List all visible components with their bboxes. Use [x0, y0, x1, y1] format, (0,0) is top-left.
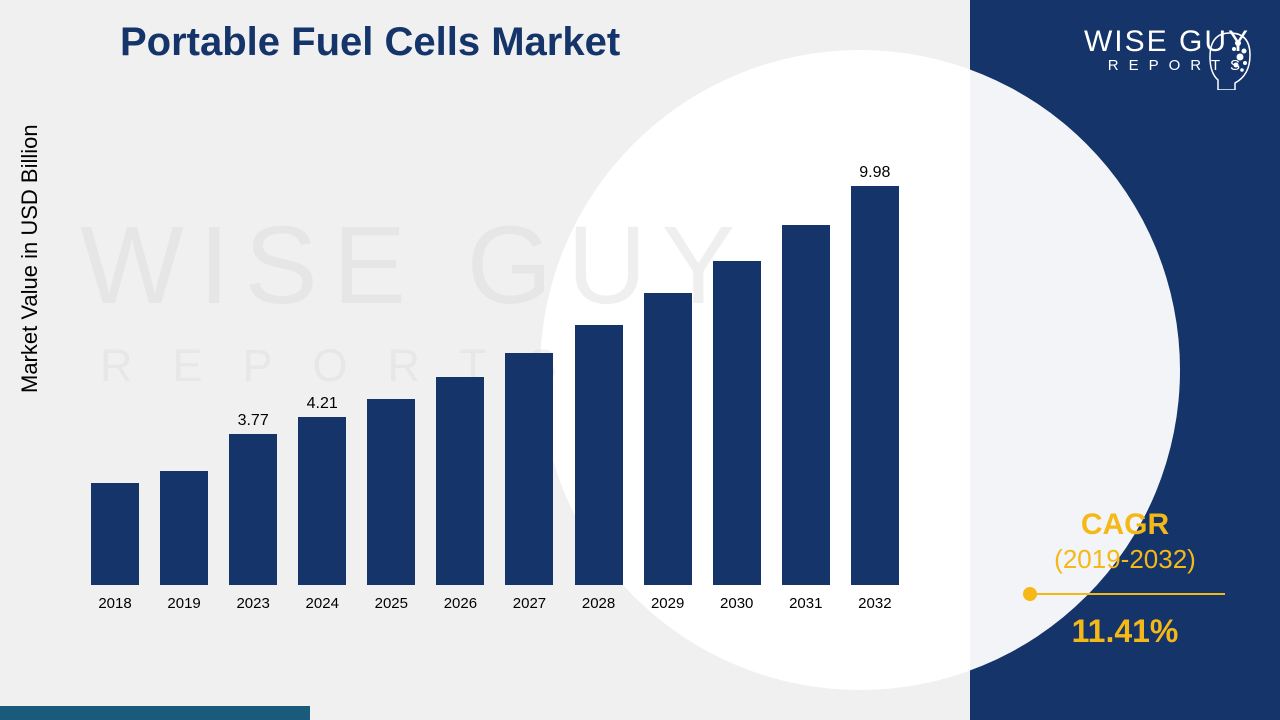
bar-wrapper: [569, 321, 629, 585]
bar: [298, 417, 346, 585]
x-axis-tick-label: 2018: [85, 595, 145, 612]
cagr-period: (2019-2032): [1010, 544, 1240, 575]
cagr-value: 11.41%: [1010, 613, 1240, 650]
x-axis-tick-label: 2019: [154, 595, 214, 612]
x-axis-tick-label: 2026: [430, 595, 490, 612]
bar-wrapper: [499, 349, 559, 585]
chart-container: 3.77 4.21 9.98 2018 2019 2023 2024 2025 2026 202…: [85, 140, 905, 620]
bar: [229, 434, 277, 585]
bar: [644, 293, 692, 585]
bar: [505, 353, 553, 585]
bar: [782, 225, 830, 585]
x-axis-tick-label: 2023: [223, 595, 283, 612]
x-axis-tick-label: 2024: [292, 595, 352, 612]
bar: [160, 471, 208, 585]
bar-wrapper: [430, 373, 490, 585]
x-axis-tick-label: 2027: [499, 595, 559, 612]
bar-wrapper: [638, 289, 698, 585]
head-icon: [1200, 25, 1255, 90]
bar: [367, 399, 415, 585]
y-axis-label: Market Value in USD Billion: [17, 124, 43, 393]
x-axis-tick-label: 2030: [707, 595, 767, 612]
x-axis-tick-label: 2029: [638, 595, 698, 612]
brand-logo: WISE GUY REPORTS: [1084, 25, 1250, 74]
bar-value-label: 4.21: [307, 395, 338, 413]
x-axis-tick-label: 2025: [361, 595, 421, 612]
bar: [575, 325, 623, 585]
bar-wrapper: 4.21: [292, 395, 352, 585]
x-axis-labels: 2018 2019 2023 2024 2025 2026 2027 2028 2029 2030…: [85, 595, 905, 612]
bar: [851, 186, 899, 585]
bar: [713, 261, 761, 585]
x-axis-tick-label: 2031: [776, 595, 836, 612]
bar-wrapper: 9.98: [845, 164, 905, 585]
bar-value-label: 3.77: [238, 412, 269, 430]
bottom-accent-bar: [0, 706, 310, 720]
bar: [91, 483, 139, 585]
cagr-divider: [1025, 593, 1225, 595]
bar-wrapper: 3.77: [223, 412, 283, 585]
x-axis-tick-label: 2028: [569, 595, 629, 612]
bar-value-label: 9.98: [859, 164, 890, 182]
chart-title: Portable Fuel Cells Market: [120, 20, 620, 65]
bar-wrapper: [154, 467, 214, 585]
bar-wrapper: [776, 221, 836, 585]
bar: [436, 377, 484, 585]
x-axis-tick-label: 2032: [845, 595, 905, 612]
bar-wrapper: [707, 257, 767, 585]
bars-area: 3.77 4.21 9.98: [85, 140, 905, 585]
cagr-block: CAGR (2019-2032) 11.41%: [1010, 508, 1240, 650]
cagr-label: CAGR: [1010, 508, 1240, 542]
bar-wrapper: [85, 479, 145, 585]
bar-wrapper: [361, 395, 421, 585]
